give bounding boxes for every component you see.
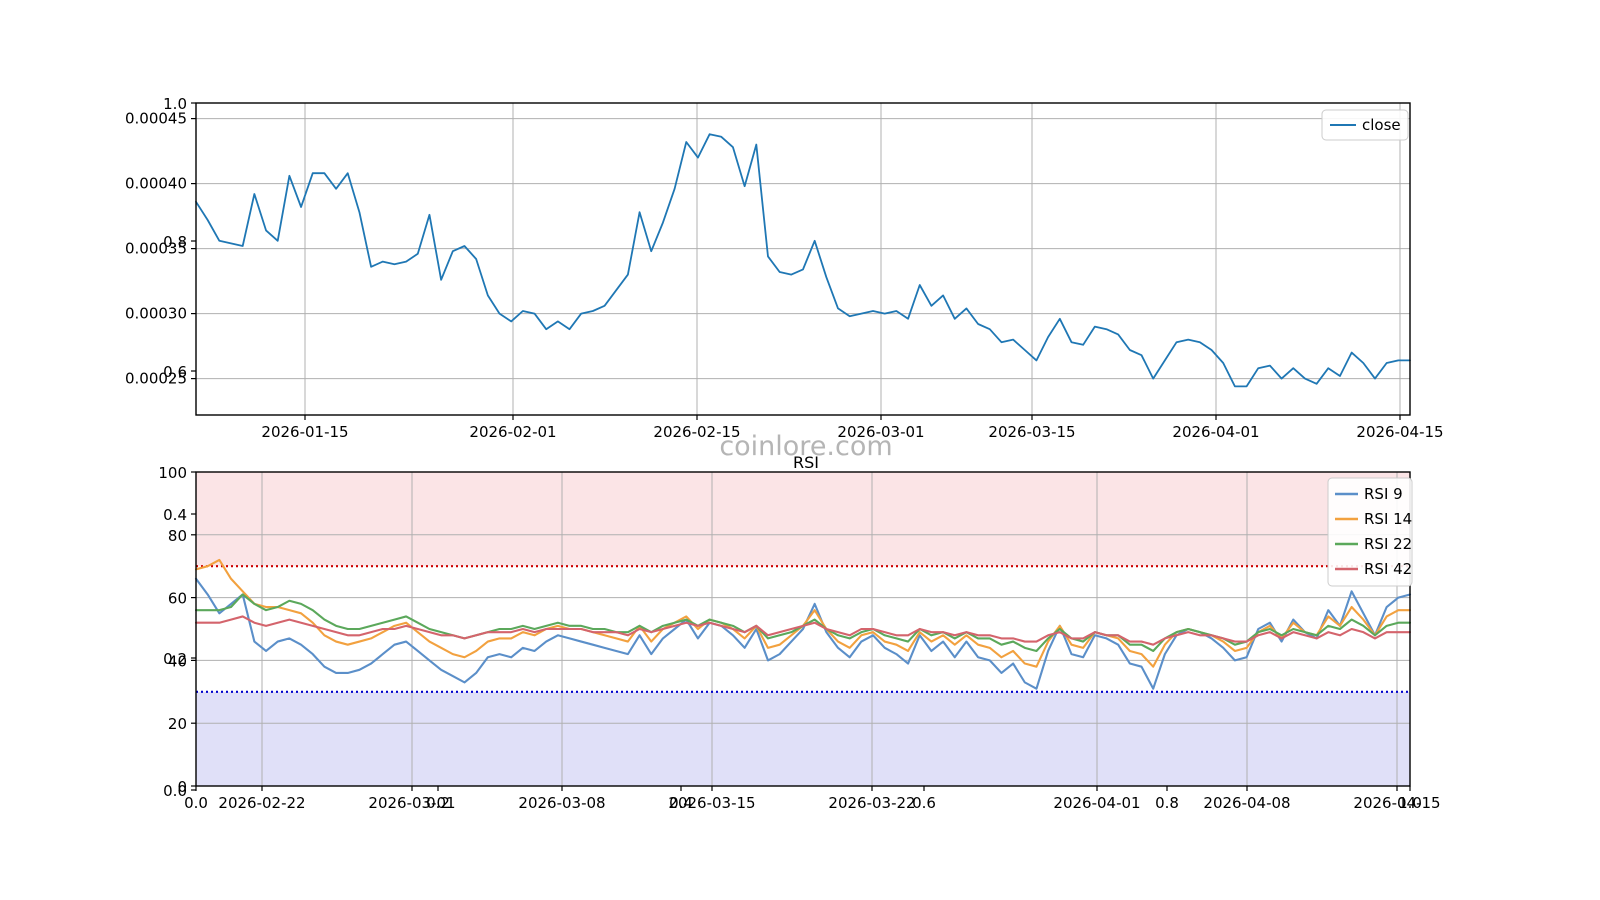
rsi-overlay-xtick-label: 1.0 bbox=[1398, 794, 1422, 812]
price-xtick-label: 2026-02-15 bbox=[653, 423, 740, 441]
rsi-x-axis-ticks: 2026-02-22 2026-03-01 2026-03-08 2026-03-15… bbox=[218, 786, 1441, 812]
rsi-ytick-label: 80 bbox=[168, 527, 187, 545]
rsi-threshold-lines bbox=[196, 565, 1410, 693]
price-overlay-ytick-label: 1.0 bbox=[163, 95, 187, 113]
price-ytick-label: 0.00025 bbox=[125, 370, 187, 388]
rsi-ytick-label: 20 bbox=[168, 715, 187, 733]
rsi-overlay-x-ticks: 0.0 0.2 0.4 0.6 0.8 1.0 bbox=[184, 786, 1422, 812]
rsi-ytick-label: 40 bbox=[168, 652, 187, 670]
rsi-xtick-label: 2026-03-22 bbox=[828, 794, 915, 812]
price-plot-background bbox=[196, 103, 1410, 415]
price-legend-label-close: close bbox=[1362, 116, 1401, 134]
price-ytick-label: 0.00030 bbox=[125, 305, 187, 323]
price-xtick-label: 2026-02-01 bbox=[469, 423, 556, 441]
rsi-overlay-xtick-label: 0.4 bbox=[669, 794, 693, 812]
rsi-ytick-label: 60 bbox=[168, 590, 187, 608]
rsi-overlay-xtick-label: 0.0 bbox=[184, 794, 208, 812]
rsi-legend-box[interactable] bbox=[1327, 477, 1413, 587]
price-chart-panel: 0.00025 0.00030 0.00035 0.00040 0.00045 2026… bbox=[125, 95, 1444, 441]
price-overlay-y-ticks: 0.6 0.8 1.0 bbox=[163, 95, 196, 381]
price-xtick-label: 2026-03-01 bbox=[837, 423, 924, 441]
price-overlay-ytick-label: 0.6 bbox=[163, 363, 187, 381]
rsi-chart-panel: 0 20 40 60 80 100 2026-02-22 2026-03-01 2026-03… bbox=[158, 453, 1440, 812]
rsi-xtick-label: 2026-03-08 bbox=[518, 794, 605, 812]
rsi-legend-label-RSI-14: RSI 14 bbox=[1364, 510, 1412, 528]
price-xtick-label: 2026-03-15 bbox=[988, 423, 1075, 441]
rsi-legend-label-RSI-9: RSI 9 bbox=[1364, 485, 1403, 503]
rsi-threshold-bands bbox=[196, 472, 1410, 786]
price-ytick-label: 0.00045 bbox=[125, 110, 187, 128]
rsi-xtick-label: 2026-04-15 bbox=[1353, 794, 1440, 812]
price-ytick-label: 0.00040 bbox=[125, 175, 187, 193]
rsi-overlay-xtick-label: 0.6 bbox=[912, 794, 936, 812]
rsi-overlay-ytick-label: 0.0 bbox=[163, 782, 187, 800]
rsi-y-axis-ticks: 0 20 40 60 80 100 bbox=[158, 464, 196, 796]
rsi-overlay-xtick-label: 0.2 bbox=[426, 794, 450, 812]
rsi-overlay-xtick-label: 0.8 bbox=[1155, 794, 1179, 812]
rsi-xtick-label: 2026-03-15 bbox=[668, 794, 755, 812]
rsi-overlay-ytick-label: 0.4 bbox=[163, 506, 187, 524]
price-xtick-label: 2026-04-15 bbox=[1356, 423, 1443, 441]
price-xtick-label: 2026-01-15 bbox=[261, 423, 348, 441]
rsi-band-overbought bbox=[196, 472, 1410, 567]
price-legend-box[interactable] bbox=[1321, 109, 1409, 141]
price-x-axis-ticks: 2026-01-15 2026-02-01 2026-02-15 2026-03-01… bbox=[261, 415, 1444, 441]
price-xtick-label: 2026-04-01 bbox=[1172, 423, 1259, 441]
price-series-lines bbox=[195, 133, 1411, 388]
rsi-ytick-label: 100 bbox=[158, 464, 187, 482]
price-plot-border bbox=[195, 102, 1411, 416]
rsi-ytick-label: 0 bbox=[177, 778, 187, 796]
rsi-band-oversold bbox=[196, 691, 1410, 786]
rsi-series-lines bbox=[194, 558, 1412, 690]
rsi-legend-label-RSI-22: RSI 22 bbox=[1364, 535, 1412, 553]
price-legend[interactable]: close bbox=[1321, 109, 1409, 141]
rsi-gridlines bbox=[196, 472, 1410, 786]
rsi-plot-border bbox=[195, 471, 1411, 787]
price-overlay-ytick-label: 0.8 bbox=[163, 233, 187, 251]
price-series-close bbox=[195, 133, 1411, 388]
rsi-legend-label-RSI-42: RSI 42 bbox=[1364, 560, 1412, 578]
price-ytick-label: 0.00035 bbox=[125, 240, 187, 258]
rsi-series-RSI-42 bbox=[194, 615, 1412, 646]
rsi-overlay-ytick-label: 0.2 bbox=[163, 650, 187, 668]
rsi-legend[interactable]: RSI 9 RSI 14 RSI 22 RSI 42 bbox=[1327, 477, 1413, 587]
rsi-xtick-label: 2026-04-01 bbox=[1053, 794, 1140, 812]
price-y-axis-ticks: 0.00025 0.00030 0.00035 0.00040 0.00045 bbox=[125, 110, 196, 388]
rsi-xtick-label: 2026-04-08 bbox=[1203, 794, 1290, 812]
rsi-overlay-y-ticks: 0.0 0.2 0.4 bbox=[163, 506, 196, 800]
rsi-panel-title: RSI bbox=[793, 453, 819, 472]
watermark-label: coinlore.com bbox=[719, 431, 892, 462]
rsi-xtick-label: 2026-02-22 bbox=[218, 794, 305, 812]
rsi-xtick-label: 2026-03-01 bbox=[368, 794, 455, 812]
